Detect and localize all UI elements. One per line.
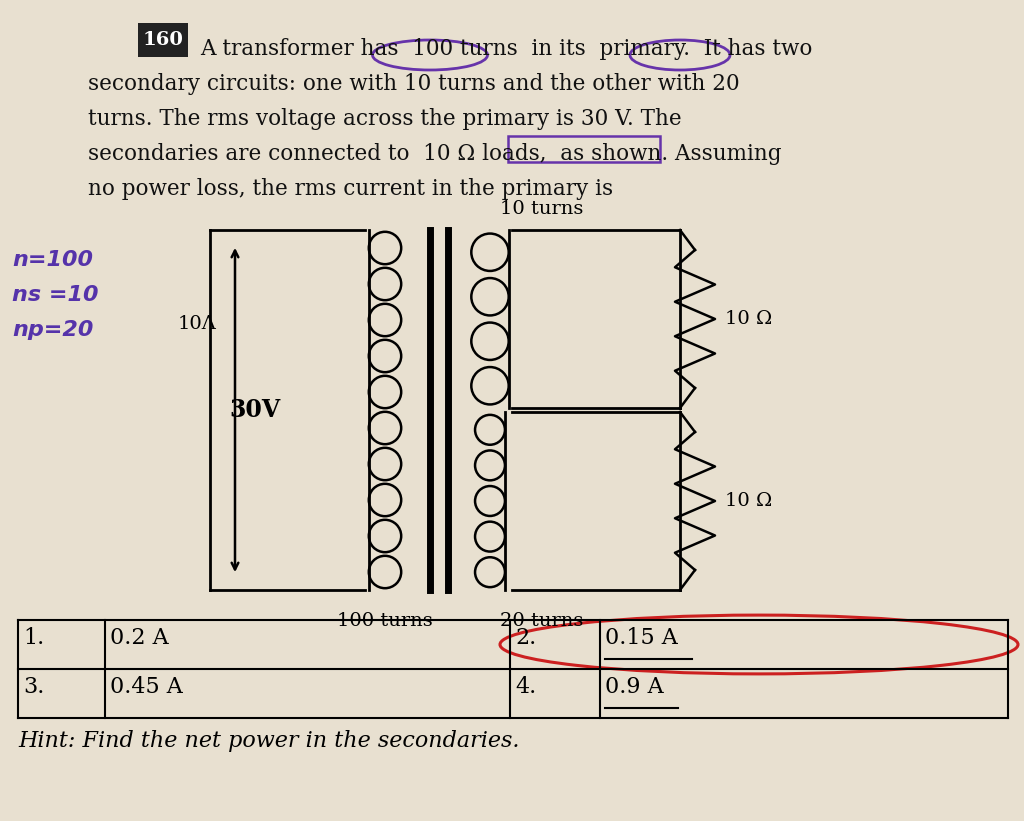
Text: 20 turns: 20 turns bbox=[500, 612, 584, 630]
Text: 3.: 3. bbox=[23, 676, 44, 698]
Text: 0.9 A: 0.9 A bbox=[605, 676, 664, 698]
Text: 30V: 30V bbox=[229, 398, 281, 422]
Text: 1.: 1. bbox=[23, 627, 44, 649]
Text: ns =10: ns =10 bbox=[12, 285, 98, 305]
Text: 0.15 A: 0.15 A bbox=[605, 627, 678, 649]
Text: np=20: np=20 bbox=[12, 320, 93, 340]
Text: 10 Ω: 10 Ω bbox=[725, 492, 772, 510]
Text: 2.: 2. bbox=[515, 627, 537, 649]
Text: n=100: n=100 bbox=[12, 250, 93, 270]
Text: A transformer has  100 turns  in its  primary.  It has two: A transformer has 100 turns in its prima… bbox=[200, 38, 812, 60]
Text: 160: 160 bbox=[142, 31, 183, 49]
Text: secondary circuits: one with 10 turns and the other with 20: secondary circuits: one with 10 turns an… bbox=[88, 73, 739, 95]
Bar bbox=[508, 136, 660, 162]
Text: 0.2 A: 0.2 A bbox=[110, 627, 169, 649]
Text: Hint: Find the net power in the secondaries.: Hint: Find the net power in the secondar… bbox=[18, 730, 519, 752]
Bar bbox=[138, 23, 188, 57]
Text: 10 turns: 10 turns bbox=[500, 200, 584, 218]
Text: no power loss, the rms current in the primary is: no power loss, the rms current in the pr… bbox=[88, 178, 613, 200]
Text: secondaries are connected to  10 Ω loads,  as shown. Assuming: secondaries are connected to 10 Ω loads,… bbox=[88, 143, 781, 165]
Text: 4.: 4. bbox=[515, 676, 537, 698]
Text: 100 turns: 100 turns bbox=[337, 612, 433, 630]
Text: turns. The rms voltage across the primary is 30 V. The: turns. The rms voltage across the primar… bbox=[88, 108, 682, 130]
Text: 10 Ω: 10 Ω bbox=[725, 310, 772, 328]
Text: 10Λ: 10Λ bbox=[178, 315, 217, 333]
Text: 0.45 A: 0.45 A bbox=[110, 676, 182, 698]
